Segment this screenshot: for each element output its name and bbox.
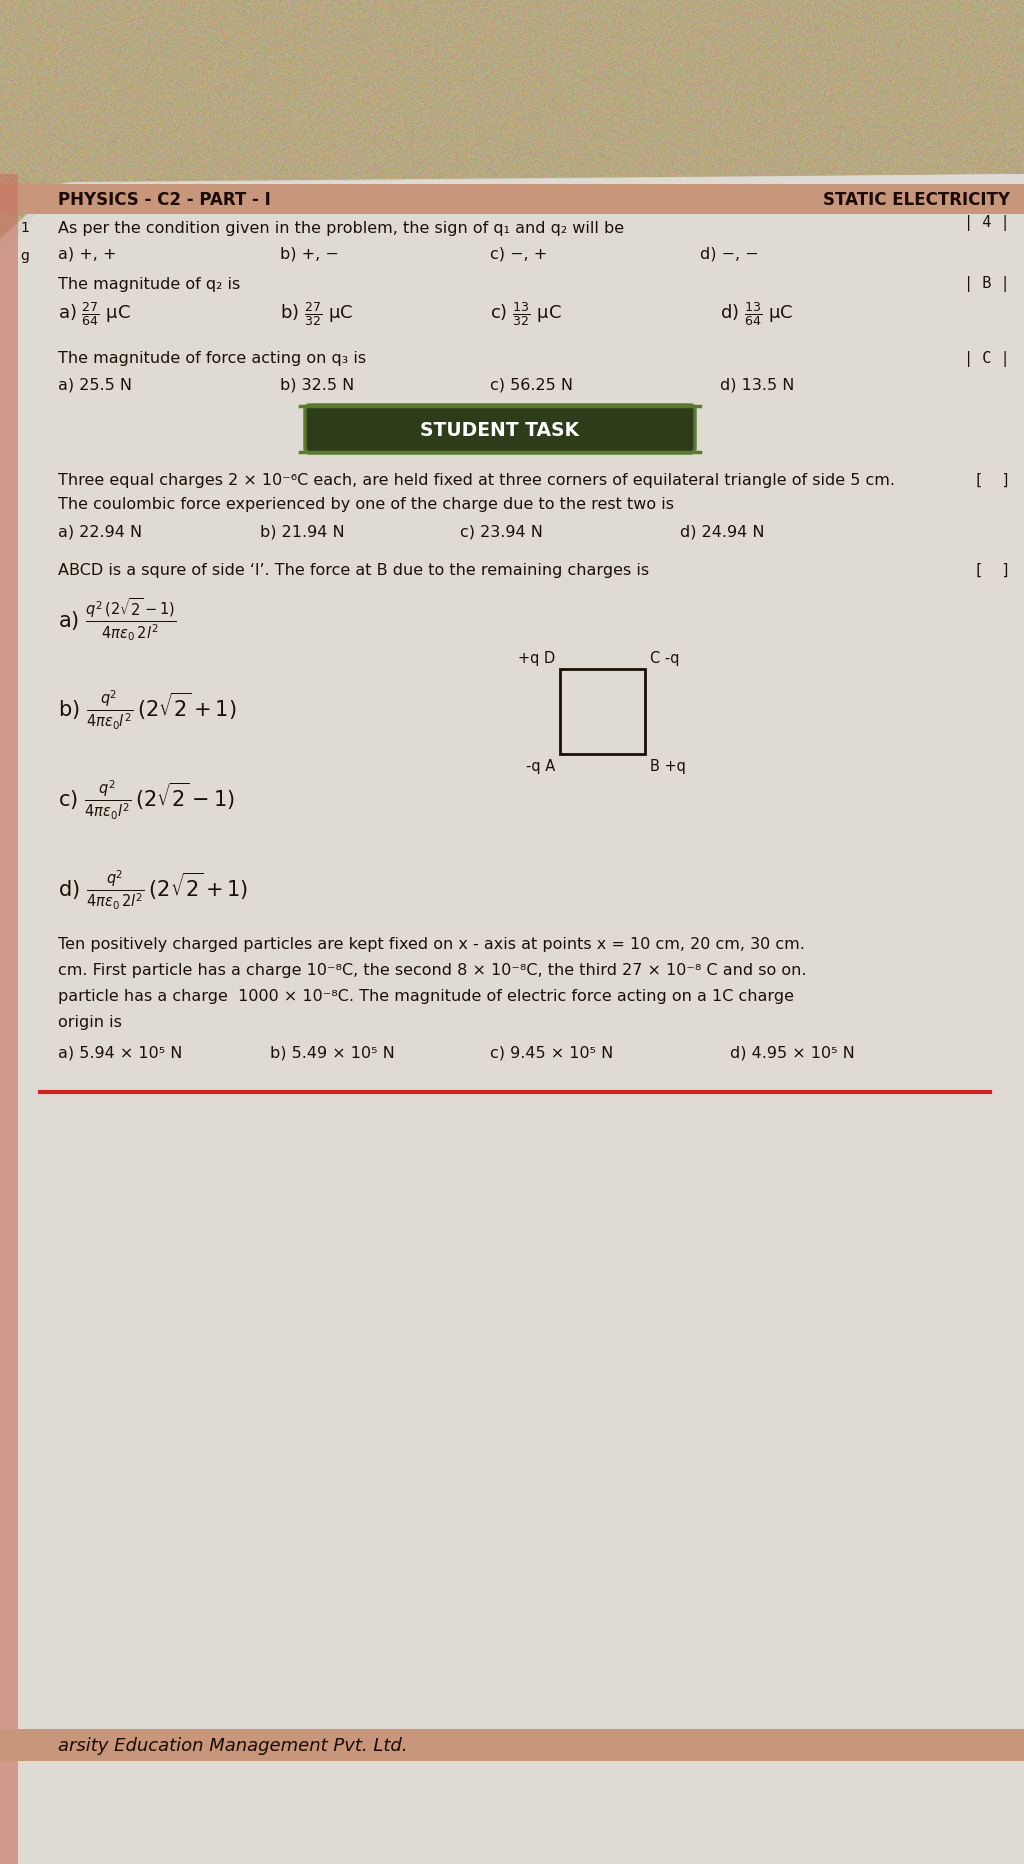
Text: [  ]: [ ] [974, 472, 1010, 487]
Text: [  ]: [ ] [974, 563, 1010, 578]
Text: 1: 1 [20, 220, 29, 235]
Text: c) $\frac{q^2}{4\pi\varepsilon_0 l^2}\,(2\sqrt{2}-1)$: c) $\frac{q^2}{4\pi\varepsilon_0 l^2}\,(… [58, 777, 234, 822]
Text: C -q: C -q [650, 651, 680, 665]
Text: STATIC ELECTRICITY: STATIC ELECTRICITY [823, 190, 1010, 209]
Bar [0, 175, 18, 1864]
Polygon shape [0, 175, 1024, 1864]
Text: -q A: -q A [525, 759, 555, 774]
FancyBboxPatch shape [305, 406, 695, 453]
Text: d) $\frac{13}{64}$ μC: d) $\frac{13}{64}$ μC [720, 300, 794, 328]
Text: Three equal charges 2 × 10⁻⁶C each, are held fixed at three corners of equilater: Three equal charges 2 × 10⁻⁶C each, are … [58, 472, 895, 487]
Text: b) 32.5 N: b) 32.5 N [280, 377, 354, 391]
Text: d) 4.95 × 10⁵ N: d) 4.95 × 10⁵ N [730, 1046, 855, 1061]
Text: a) 5.94 × 10⁵ N: a) 5.94 × 10⁵ N [58, 1046, 182, 1061]
Text: As per the condition given in the problem, the sign of q₁ and q₂ will be: As per the condition given in the proble… [58, 220, 624, 235]
Text: cm. First particle has a charge 10⁻⁸C, the second 8 × 10⁻⁸C, the third 27 × 10⁻⁸: cm. First particle has a charge 10⁻⁸C, t… [58, 964, 807, 979]
Text: +q D: +q D [518, 651, 555, 665]
Text: d) 24.94 N: d) 24.94 N [680, 524, 765, 539]
Text: B +q: B +q [650, 759, 686, 774]
Text: The magnitude of q₂ is: The magnitude of q₂ is [58, 276, 241, 291]
Text: | B |: | B | [965, 276, 1010, 293]
Text: PHYSICS - C2 - PART - I: PHYSICS - C2 - PART - I [58, 190, 270, 209]
Text: a) 25.5 N: a) 25.5 N [58, 377, 132, 391]
Bar [560, 669, 645, 755]
Text: particle has a charge  1000 × 10⁻⁸C. The magnitude of electric force acting on a: particle has a charge 1000 × 10⁻⁸C. The … [58, 990, 794, 1005]
Text: b) 5.49 × 10⁵ N: b) 5.49 × 10⁵ N [270, 1046, 394, 1061]
Text: d) 13.5 N: d) 13.5 N [720, 377, 795, 391]
Bar [0, 1730, 1024, 1761]
Text: c) 9.45 × 10⁵ N: c) 9.45 × 10⁵ N [490, 1046, 613, 1061]
Text: ABCD is a squre of side ‘l’. The force at B due to the remaining charges is: ABCD is a squre of side ‘l’. The force a… [58, 563, 649, 578]
Text: d) $\frac{q^2}{4\pi\varepsilon_0\,2l^2}\,(2\sqrt{2}+1)$: d) $\frac{q^2}{4\pi\varepsilon_0\,2l^2}\… [58, 869, 248, 911]
Text: c) 23.94 N: c) 23.94 N [460, 524, 543, 539]
Polygon shape [0, 175, 1024, 1864]
Text: origin is: origin is [58, 1016, 122, 1031]
Text: b) +, −: b) +, − [280, 246, 339, 261]
Text: a) 22.94 N: a) 22.94 N [58, 524, 142, 539]
Text: STUDENT TASK: STUDENT TASK [421, 419, 580, 440]
Text: c) 56.25 N: c) 56.25 N [490, 377, 573, 391]
Text: g: g [20, 250, 29, 263]
Text: a) +, +: a) +, + [58, 246, 117, 261]
Text: Ten positively charged particles are kept fixed on x - axis at points x = 10 cm,: Ten positively charged particles are kep… [58, 938, 805, 953]
Text: b) 21.94 N: b) 21.94 N [260, 524, 345, 539]
Text: d) −, −: d) −, − [700, 246, 759, 261]
Text: The magnitude of force acting on q₃ is: The magnitude of force acting on q₃ is [58, 350, 367, 367]
Text: a) $\frac{27}{64}$ μC: a) $\frac{27}{64}$ μC [58, 300, 131, 328]
Text: The coulombic force experienced by one of the charge due to the rest two is: The coulombic force experienced by one o… [58, 496, 674, 511]
Text: c) −, +: c) −, + [490, 246, 547, 261]
Text: | 4 |: | 4 | [965, 214, 1010, 231]
Text: b) $\frac{q^2}{4\pi\varepsilon_0 l^2}\,(2\sqrt{2}+1)$: b) $\frac{q^2}{4\pi\varepsilon_0 l^2}\,(… [58, 688, 237, 731]
Text: a) $\frac{q^2\,(2\sqrt{2}-1)}{4\pi\varepsilon_0\,2l^2}$: a) $\frac{q^2\,(2\sqrt{2}-1)}{4\pi\varep… [58, 596, 176, 643]
Text: arsity Education Management Pvt. Ltd.: arsity Education Management Pvt. Ltd. [58, 1735, 408, 1754]
Text: | C |: | C | [965, 350, 1010, 367]
Text: b) $\frac{27}{32}$ μC: b) $\frac{27}{32}$ μC [280, 300, 353, 328]
Text: c) $\frac{13}{32}$ μC: c) $\frac{13}{32}$ μC [490, 300, 562, 328]
Bar [0, 185, 1024, 214]
